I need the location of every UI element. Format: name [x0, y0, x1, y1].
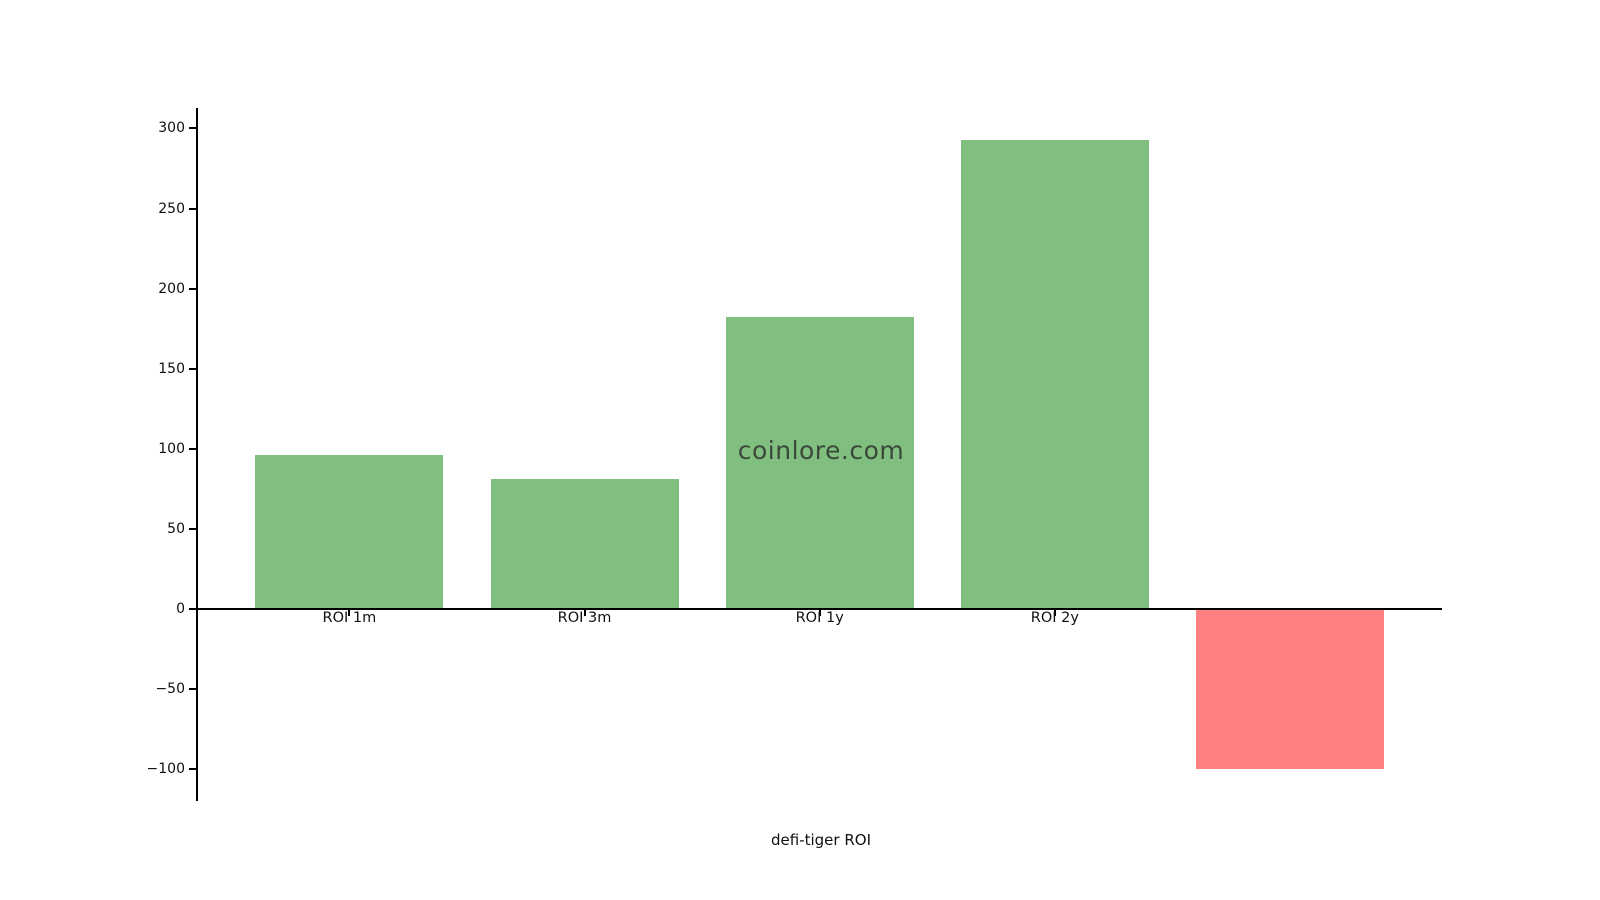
y-axis-tick	[189, 127, 196, 130]
bar-roi-3m	[490, 479, 679, 609]
y-axis-tick	[189, 367, 196, 370]
x-axis-tick	[348, 609, 351, 616]
y-axis-tick	[189, 688, 196, 691]
y-axis-tick	[189, 447, 196, 450]
chart-title: defi-tiger ROI	[771, 831, 871, 849]
y-tick-label: −100	[146, 761, 185, 778]
y-axis-tick	[189, 287, 196, 290]
x-tick-label: ROI 1y	[795, 610, 844, 626]
y-tick-label: −50	[155, 681, 185, 698]
y-axis-tick	[189, 768, 196, 771]
y-axis-tick	[189, 608, 196, 610]
bar-roi-1m	[255, 455, 444, 609]
y-axis-tick	[189, 527, 196, 530]
y-tick-label: 0	[176, 601, 185, 617]
x-tick-label: ROI 1m	[322, 610, 377, 626]
watermark-text: coinlore.com	[737, 436, 905, 465]
x-tick-label: ROI 2y	[1030, 610, 1079, 626]
bar-negative	[1196, 609, 1384, 770]
bar-roi-2y	[960, 139, 1149, 609]
y-axis-spine	[196, 108, 198, 801]
x-tick-label: ROI 3m	[557, 610, 612, 626]
y-tick-label: 100	[158, 440, 185, 457]
y-tick-label: 150	[158, 360, 185, 377]
y-tick-label: 300	[158, 120, 185, 137]
y-tick-label: 200	[158, 280, 185, 297]
x-axis-tick	[818, 609, 821, 616]
x-axis-tick	[1053, 609, 1056, 616]
y-tick-label: 250	[158, 200, 185, 217]
x-axis-line	[196, 608, 1442, 610]
bar-roi-1y	[725, 317, 914, 609]
y-axis-tick	[189, 207, 196, 210]
y-tick-label: 50	[167, 520, 185, 537]
x-axis-tick	[583, 609, 586, 616]
